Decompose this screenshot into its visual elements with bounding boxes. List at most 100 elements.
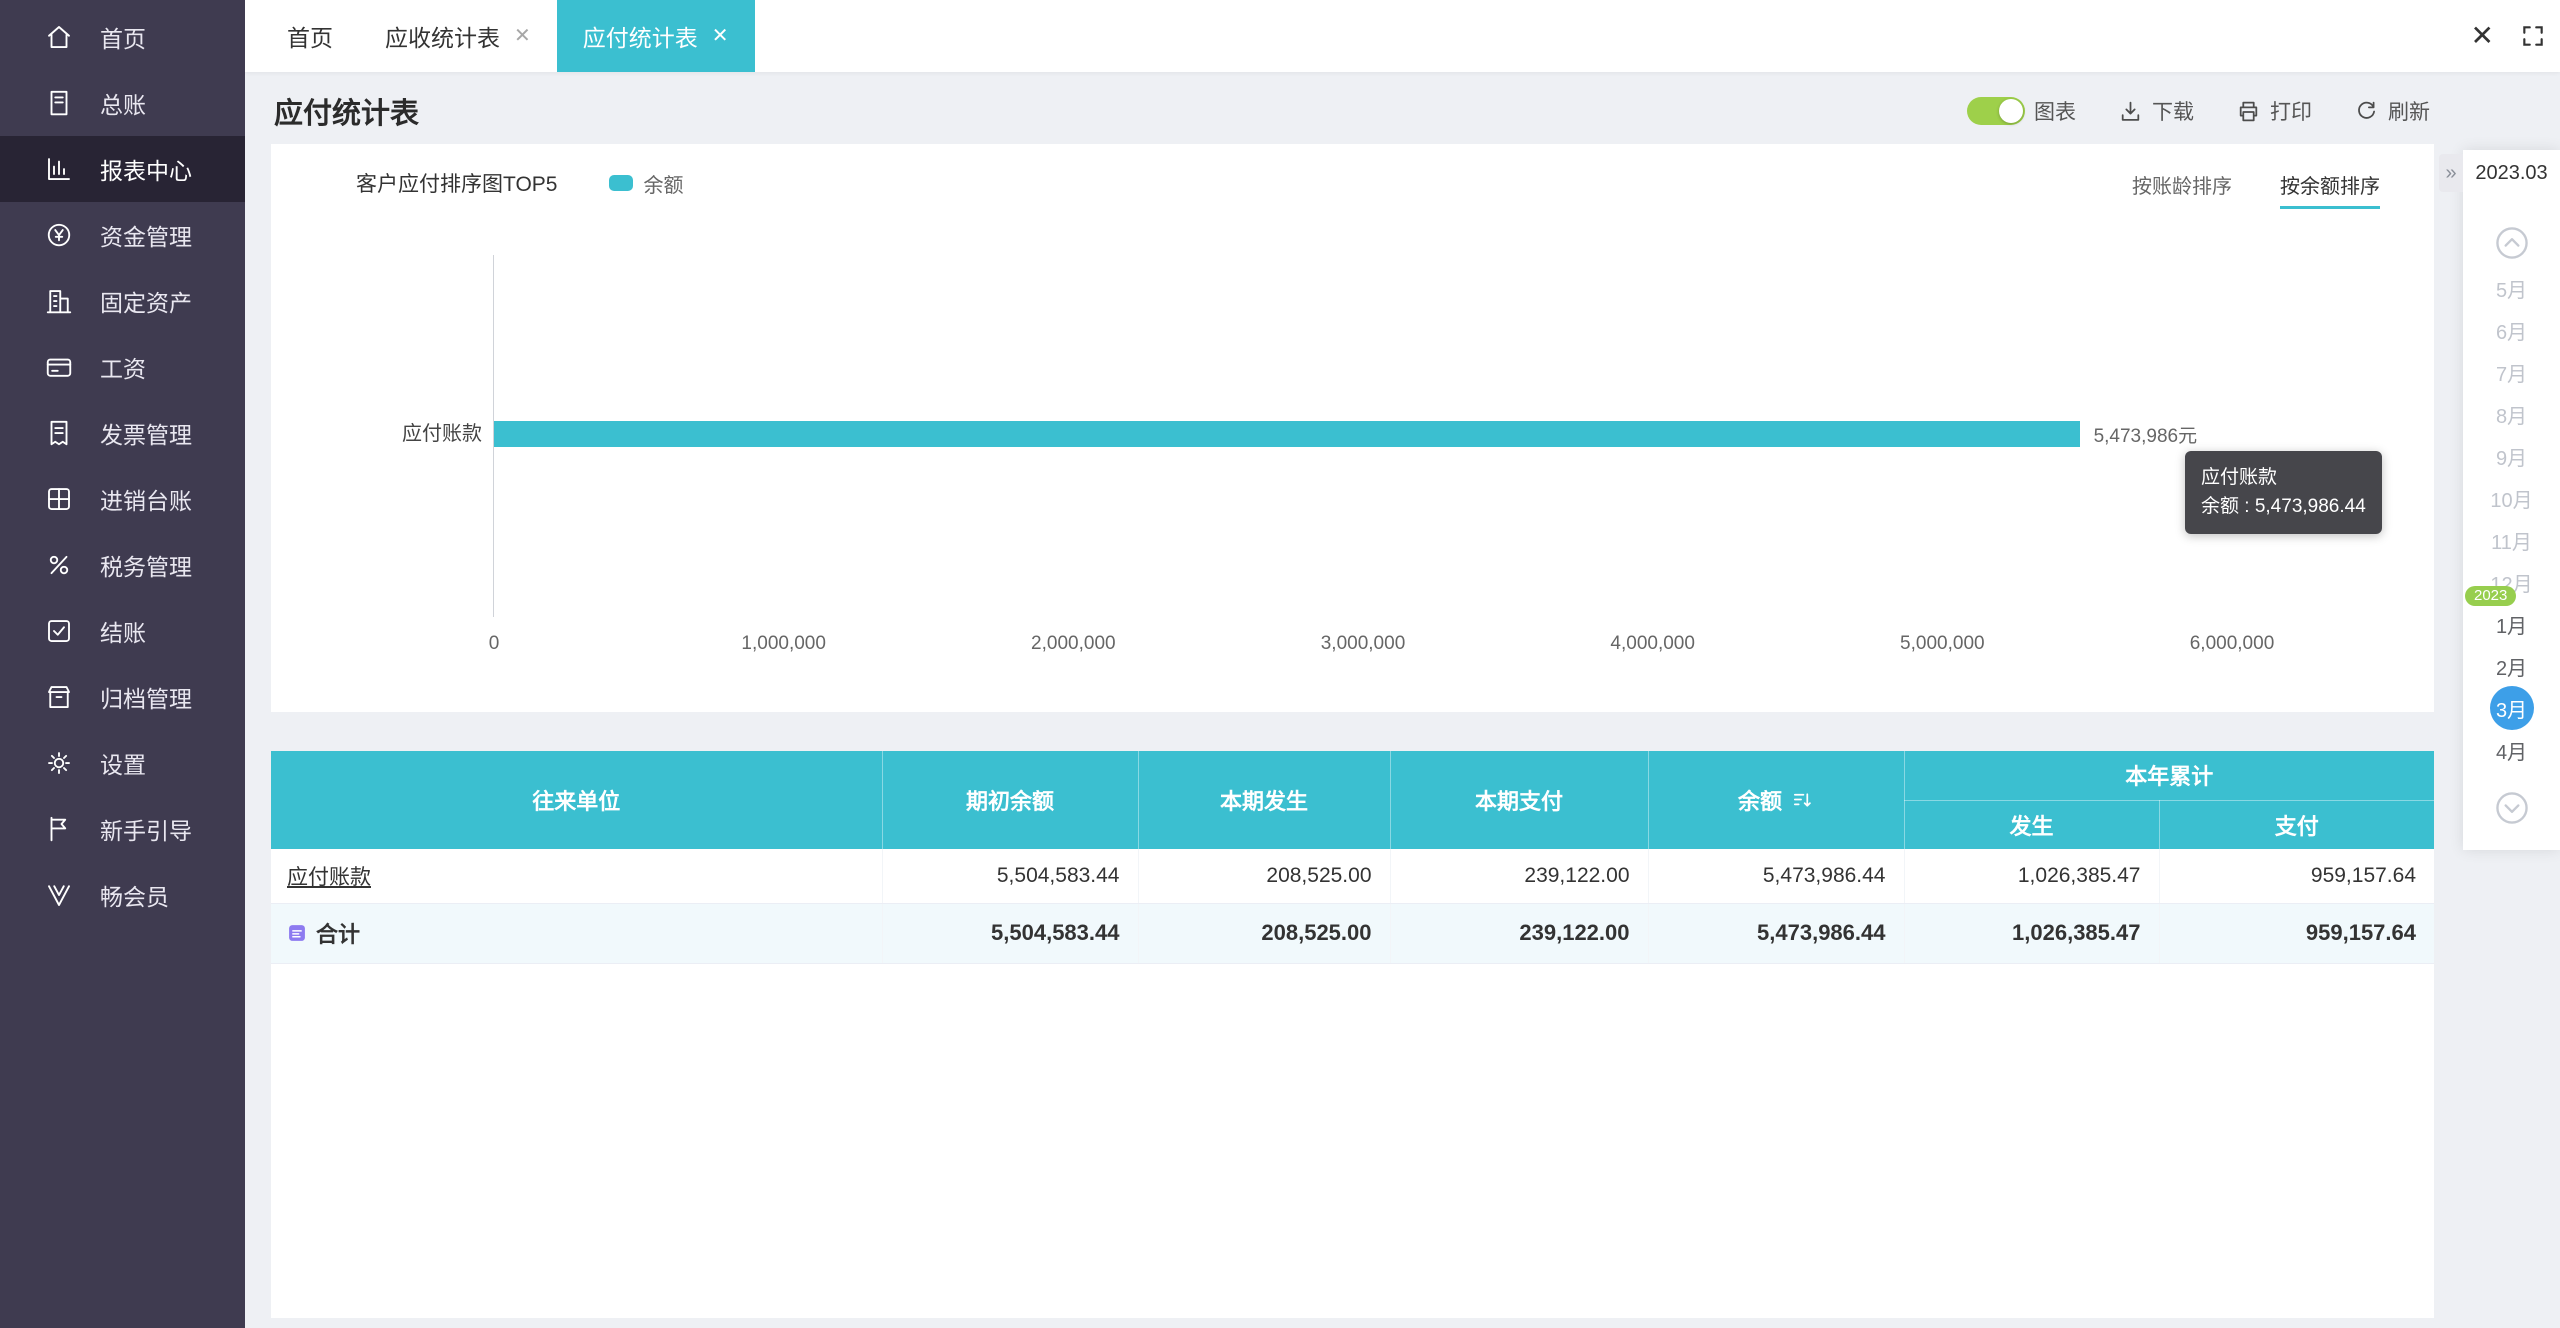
gear-icon — [44, 748, 74, 778]
sidebar-item-closing[interactable]: 结账 — [0, 598, 245, 664]
tab-payable-report[interactable]: 应付统计表 ✕ — [556, 0, 755, 72]
sidebar-item-invoice-management[interactable]: 发票管理 — [0, 400, 245, 466]
download-button[interactable]: 下载 — [2118, 96, 2194, 126]
legend-item-balance[interactable]: 余额 — [609, 169, 683, 198]
col-header-current-paid: 本期支付 — [1390, 751, 1649, 849]
scroll-up-icon[interactable] — [2493, 224, 2531, 262]
chart-view-toggle[interactable] — [1967, 97, 2025, 125]
legend-marker — [609, 175, 634, 191]
table-row: 应付账款 5,504,583.44 208,525.00 239,122.00 … — [271, 849, 2434, 904]
month-item[interactable]: 11月 — [2491, 531, 2532, 554]
table-panel: 往来单位 期初余额 本期发生 本期支付 余额 本年累计 — [271, 751, 2434, 1318]
month-item[interactable]: 5月 — [2495, 279, 2528, 302]
cell-current: 208,525.00 — [1138, 903, 1391, 964]
check-square-icon — [44, 616, 74, 646]
col-header-balance: 余额 — [1648, 751, 1905, 849]
sidebar-item-payroll[interactable]: 工资 — [0, 334, 245, 400]
sidebar-item-label: 结账 — [100, 620, 146, 646]
cell-paid: 239,122.00 — [1390, 903, 1649, 964]
collapse-panel-handle[interactable]: » — [2439, 154, 2463, 192]
col-header-ytd-incurred: 发生 — [1904, 800, 2160, 849]
total-label: 合计 — [316, 922, 361, 947]
sidebar-item-label: 新手引导 — [100, 818, 192, 844]
payable-summary-table: 往来单位 期初余额 本期发生 本期支付 余额 本年累计 — [271, 751, 2434, 964]
vip-icon — [44, 880, 74, 910]
sidebar-item-report-center[interactable]: 报表中心 — [0, 136, 245, 202]
tab-close-icon[interactable]: ✕ — [514, 25, 531, 47]
tab-home[interactable]: 首页 — [261, 0, 359, 72]
chart-panel: 客户应付排序图TOP5 余额 按账龄排序 按余额排序 应付账款 5,473,98… — [271, 144, 2434, 712]
sort-descending-icon[interactable] — [1791, 789, 1814, 812]
sidebar-item-beginner-guide[interactable]: 新手引导 — [0, 796, 245, 862]
cell-ytd-paid: 959,157.64 — [2159, 903, 2434, 964]
tab-label: 应收统计表 — [385, 25, 500, 51]
fullscreen-icon[interactable] — [2520, 23, 2546, 49]
sidebar-item-membership[interactable]: 畅会员 — [0, 862, 245, 928]
refresh-icon — [2354, 99, 2379, 124]
sort-by-aging[interactable]: 按账龄排序 — [2132, 176, 2232, 198]
month-item[interactable]: 1月 — [2495, 615, 2528, 638]
sidebar-item-purchase-sales-ledger[interactable]: 进销台账 — [0, 466, 245, 532]
month-item[interactable]: 9月 — [2495, 447, 2528, 470]
tab-close-icon[interactable]: ✕ — [711, 25, 729, 47]
sidebar-item-label: 畅会员 — [100, 884, 169, 910]
sidebar-item-label: 报表中心 — [100, 158, 192, 184]
month-item-selected[interactable]: 3月 — [2463, 686, 2560, 730]
sidebar-item-archive-management[interactable]: 归档管理 — [0, 664, 245, 730]
chart-tooltip: 应付账款 余额 : 5,473,986.44 — [2185, 451, 2382, 534]
sidebar-item-label: 进销台账 — [100, 488, 192, 514]
money-icon — [44, 220, 74, 250]
tab-receivable-report[interactable]: 应收统计表 ✕ — [359, 0, 557, 72]
total-row: 合计 5,504,583.44 208,525.00 239,122.00 5,… — [271, 903, 2434, 964]
x-axis-tick: 0 — [488, 633, 500, 654]
chart-title: 客户应付排序图TOP5 — [356, 173, 558, 196]
sidebar-item-fund-management[interactable]: 资金管理 — [0, 202, 245, 268]
sidebar-item-home[interactable]: 首页 — [0, 4, 245, 70]
sidebar-item-label: 设置 — [100, 752, 146, 778]
month-item[interactable]: 8月 — [2495, 405, 2528, 428]
print-button[interactable]: 打印 — [2236, 96, 2312, 126]
window-controls: ✕ — [2471, 0, 2546, 72]
chart-bar[interactable] — [494, 421, 2080, 447]
sort-by-balance[interactable]: 按余额排序 — [2280, 170, 2380, 209]
sidebar-item-tax-management[interactable]: 税务管理 — [0, 532, 245, 598]
tooltip-series: 应付账款 — [2201, 467, 2278, 488]
chart-sort-switch: 按账龄排序 按余额排序 — [2132, 170, 2380, 209]
month-list: 5月 6月 7月 8月 9月 10月 11月 12月 1月 2月 3月 4月 — [2463, 267, 2560, 771]
month-item[interactable]: 7月 — [2495, 363, 2528, 386]
month-item[interactable]: 6月 — [2495, 321, 2528, 344]
scroll-down-icon[interactable] — [2493, 789, 2531, 827]
month-item[interactable]: 2月 — [2495, 657, 2528, 680]
unit-link[interactable]: 应付账款 — [287, 865, 371, 889]
tab-label: 应付统计表 — [582, 25, 698, 51]
sidebar-item-label: 首页 — [100, 26, 146, 52]
x-axis-tick: 6,000,000 — [2189, 633, 2275, 654]
toggle-knob — [1999, 99, 2023, 123]
x-axis-tick: 3,000,000 — [1320, 633, 1406, 654]
sidebar-item-label: 发票管理 — [100, 422, 192, 448]
percent-icon — [44, 550, 74, 580]
sidebar-item-settings[interactable]: 设置 — [0, 730, 245, 796]
x-axis-tick: 5,000,000 — [1900, 633, 1985, 654]
bar-row: 5,473,986元 — [494, 421, 2232, 447]
download-icon — [2118, 99, 2143, 124]
refresh-button[interactable]: 刷新 — [2354, 96, 2430, 126]
cell-opening: 5,504,583.44 — [882, 903, 1139, 964]
archive-box-icon — [44, 682, 74, 712]
col-header-ytd-paid: 支付 — [2159, 800, 2434, 849]
year-badge: 2023 — [2465, 586, 2517, 606]
cell-opening: 5,504,583.44 — [882, 849, 1139, 904]
tab-label: 首页 — [287, 25, 333, 51]
ledger-icon — [44, 88, 74, 118]
cell-balance: 5,473,986.44 — [1648, 849, 1905, 904]
bar-value-label: 5,473,986元 — [2093, 425, 2198, 447]
close-icon[interactable]: ✕ — [2470, 20, 2494, 51]
grid-icon — [44, 484, 74, 514]
month-item[interactable]: 4月 — [2495, 741, 2528, 764]
sidebar-item-fixed-assets[interactable]: 固定资产 — [0, 268, 245, 334]
card-icon — [44, 352, 74, 382]
y-axis-category-label: 应付账款 — [402, 423, 482, 445]
sidebar-item-general-ledger[interactable]: 总账 — [0, 70, 245, 136]
report-toolbar: 图表 下载 打印 刷新 — [1967, 72, 2430, 150]
month-item[interactable]: 10月 — [2490, 489, 2533, 512]
